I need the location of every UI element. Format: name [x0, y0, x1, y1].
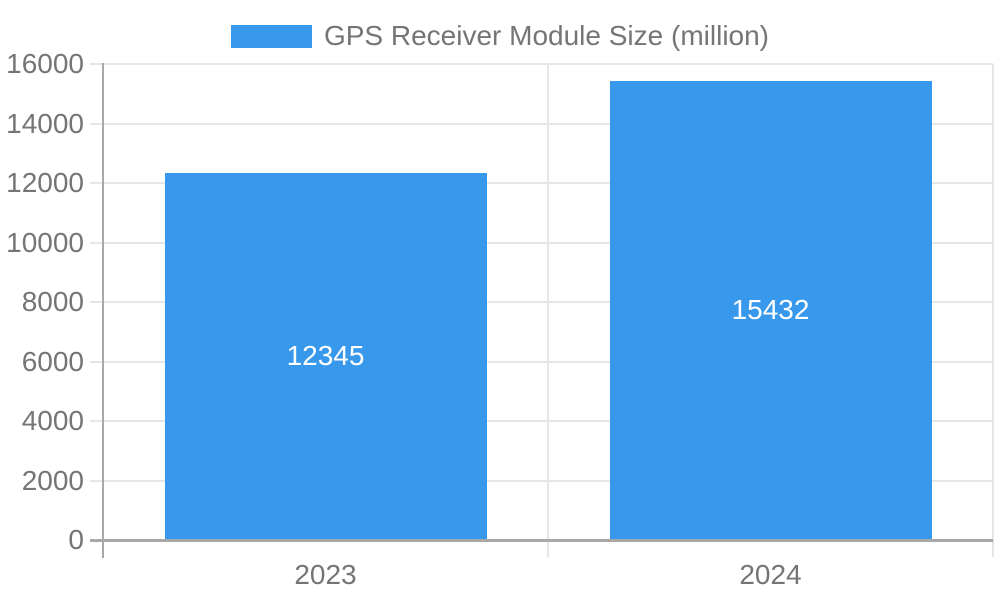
y-axis-tick-label: 2000: [21, 464, 84, 496]
gridline-y-8000: [90, 301, 993, 303]
y-axis-tick-label: 8000: [21, 286, 84, 317]
bar-value-label-2023: 12345: [286, 340, 365, 372]
legend[interactable]: GPS Receiver Module Size (million): [0, 20, 1000, 52]
gridline-x-1: [547, 64, 549, 557]
gridline-y-16000: [90, 63, 993, 65]
gridline-y-4000: [90, 420, 993, 422]
gridline-y-6000: [90, 360, 993, 363]
y-axis-tick-label: 4000: [21, 405, 84, 436]
gridline-y-2000: [90, 479, 993, 482]
y-axis-tick-label: 14000: [6, 107, 84, 139]
x-axis-line: [90, 539, 993, 542]
gridline-y-10000: [90, 241, 993, 244]
y-axis-tick-label: 6000: [21, 345, 84, 377]
y-axis-tick-label: 0: [68, 524, 84, 555]
y-axis-tick-label: 10000: [6, 226, 84, 258]
gridline-y-14000: [90, 122, 993, 125]
gridline-x-2: [992, 64, 994, 557]
gridline-y-12000: [90, 182, 993, 184]
legend-swatch: [230, 24, 312, 48]
x-axis-tick-label-2024: 2024: [739, 559, 802, 590]
x-axis-tick-label-2023: 2023: [294, 559, 357, 590]
bar-2024[interactable]: [609, 80, 932, 540]
y-axis-tick-label: 12000: [6, 167, 84, 198]
bar-2023[interactable]: [164, 172, 487, 540]
y-axis-line: [102, 63, 104, 558]
legend-label: GPS Receiver Module Size (million): [323, 20, 770, 51]
y-axis-tick-label: 16000: [6, 48, 84, 79]
bar-value-label-2024: 15432: [731, 294, 810, 326]
